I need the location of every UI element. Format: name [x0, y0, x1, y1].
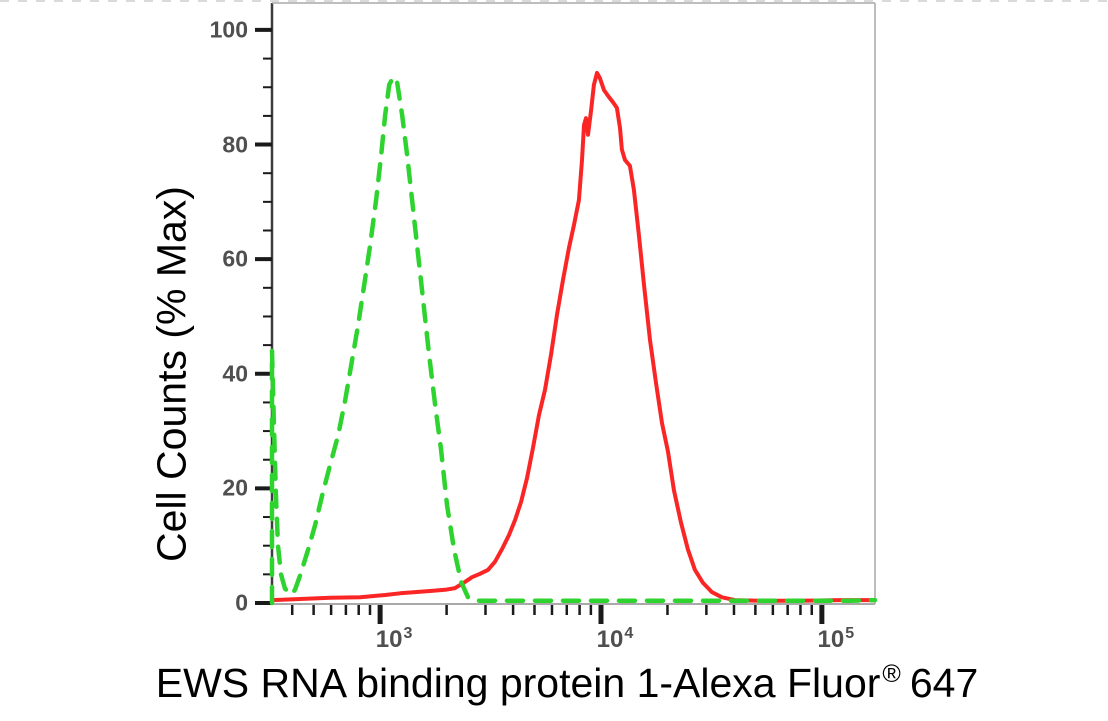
y-tick-label: 0: [235, 589, 248, 616]
y-axis-title-text: Cell Counts (% Max): [148, 186, 195, 562]
x-tick-label-exponent: 3: [403, 625, 413, 642]
y-tick-label: 80: [222, 131, 248, 158]
x-tick-label: 104: [596, 625, 634, 653]
y-tick-label: 100: [209, 16, 248, 43]
x-tick-label: 105: [817, 625, 855, 653]
x-tick-label-base: 10: [817, 626, 845, 653]
top-dashed-border: [0, 0, 1108, 2]
y-tick-label: 60: [222, 245, 248, 272]
x-axis-title: EWS RNA binding protein 1-Alexa Fluor® 64…: [155, 660, 979, 706]
x-tick-label-base: 10: [596, 626, 624, 653]
x-axis-title-text: EWS RNA binding protein 1-Alexa Fluor: [155, 660, 881, 706]
y-tick-label: 20: [222, 474, 248, 501]
y-tick-label: 40: [222, 360, 248, 387]
x-tick-label-base: 10: [375, 626, 403, 653]
registered-trademark-symbol: ®: [882, 660, 901, 688]
green-dashed-curve: [269, 74, 878, 606]
x-tick-label-exponent: 5: [845, 625, 855, 642]
y-axis-title: Cell Counts (% Max): [148, 186, 195, 562]
x-axis-title-suffix: 647: [909, 660, 979, 706]
x-tick-label-exponent: 4: [624, 625, 634, 642]
x-tick-label: 103: [375, 625, 413, 653]
red-solid-curve: [270, 70, 877, 603]
